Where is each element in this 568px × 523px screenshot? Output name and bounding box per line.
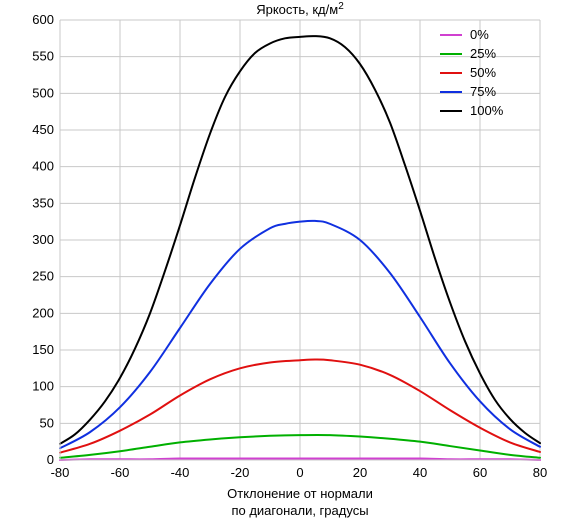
x-tick-label: -20 xyxy=(231,465,250,480)
brightness-angle-chart: -80 -60 -40 -20 0 20 40 60 80 0 50 100 150 200 250 300 3… xyxy=(0,0,568,523)
x-tick-label: 60 xyxy=(473,465,487,480)
y-tick-label: 400 xyxy=(32,159,54,174)
x-tick-label: 0 xyxy=(296,465,303,480)
y-tick-label: 100 xyxy=(32,379,54,394)
x-tick-label: -40 xyxy=(171,465,190,480)
chart-svg: -80 -60 -40 -20 0 20 40 60 80 0 50 100 150 200 250 300 3… xyxy=(0,0,568,523)
legend-label: 100% xyxy=(470,103,504,118)
x-axis-title-line2: по диагонали, градусы xyxy=(231,503,368,518)
x-tick-label: -60 xyxy=(111,465,130,480)
legend-label: 25% xyxy=(470,46,496,61)
y-tick-label: 450 xyxy=(32,122,54,137)
y-axis-title: Яркость, кд/м2 xyxy=(256,1,344,17)
x-tick-label: 80 xyxy=(533,465,547,480)
y-tick-label: 0 xyxy=(47,452,54,467)
legend-label: 50% xyxy=(470,65,496,80)
y-tick-label: 150 xyxy=(32,342,54,357)
y-tick-label: 50 xyxy=(40,415,54,430)
x-axis-title-line1: Отклонение от нормали xyxy=(227,486,373,501)
legend-label: 75% xyxy=(470,84,496,99)
x-tick-label: 20 xyxy=(353,465,367,480)
y-tick-label: 350 xyxy=(32,195,54,210)
x-tick-label: -80 xyxy=(51,465,70,480)
x-tick-label: 40 xyxy=(413,465,427,480)
y-tick-label: 500 xyxy=(32,85,54,100)
y-tick-label: 550 xyxy=(32,49,54,64)
y-tick-label: 200 xyxy=(32,305,54,320)
y-tick-label: 600 xyxy=(32,12,54,27)
y-tick-label: 300 xyxy=(32,232,54,247)
legend-label: 0% xyxy=(470,27,489,42)
y-tick-label: 250 xyxy=(32,269,54,284)
